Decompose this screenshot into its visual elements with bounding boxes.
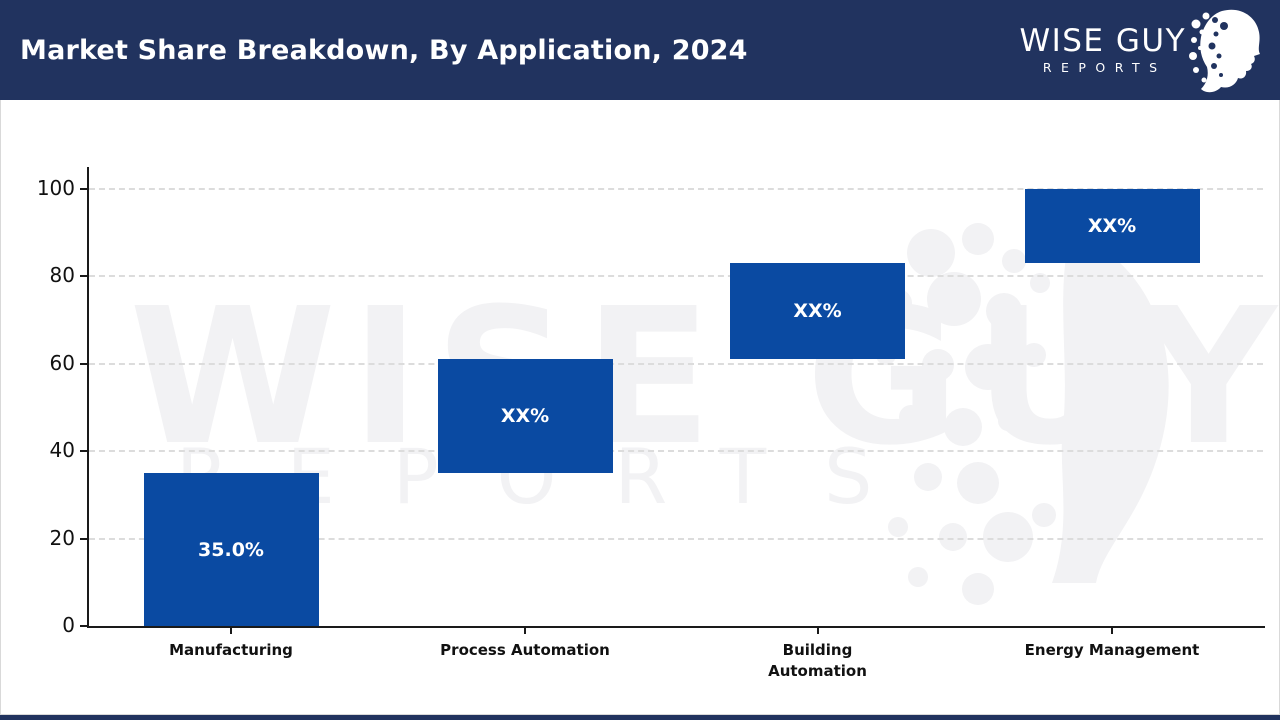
ytick-60: [80, 362, 87, 365]
gridline-y40: [89, 450, 1263, 453]
wiseguy-logo: WISE GUY REPORTS: [1019, 6, 1266, 94]
chart-panel: WISE GUY REPORTS: [0, 100, 1280, 715]
ytick-label-0: 0: [62, 613, 75, 637]
ytick-label-60: 60: [49, 350, 75, 375]
logo-text: WISE GUY REPORTS: [1019, 22, 1186, 75]
xtick-1: [524, 628, 526, 634]
bar-value-label: XX%: [1087, 215, 1137, 238]
logo-subtext: REPORTS: [1042, 59, 1167, 75]
gridline-y20: [89, 537, 1263, 540]
watermark-head-graphic: [876, 223, 1169, 605]
bar-energy-management: XX%: [1024, 189, 1200, 264]
bar-process-automation: XX%: [437, 359, 613, 474]
bar-value-label: 35.0%: [198, 538, 264, 561]
category-label-0: Manufacturing: [169, 641, 293, 659]
bar-value-label: XX%: [793, 300, 842, 323]
xtick-0: [230, 628, 232, 634]
ytick-label-20: 20: [49, 525, 75, 550]
category-label-3: Energy Management: [1024, 641, 1200, 659]
ytick-20: [80, 537, 87, 540]
x-axis-spine: [87, 626, 1265, 628]
ytick-0: [80, 625, 87, 627]
footer-bar: [0, 715, 1280, 720]
logo-wordmark: WISE GUY: [1019, 22, 1186, 59]
bar-manufacturing: 35.0%: [143, 473, 319, 626]
category-label-1: Process Automation: [440, 641, 610, 659]
header-bar: Market Share Breakdown, By Application, …: [0, 0, 1280, 100]
ytick-label-40: 40: [49, 438, 75, 463]
bar-value-label: XX%: [500, 405, 550, 428]
xtick-2: [816, 628, 819, 634]
gridline-y100: [89, 188, 1263, 190]
ytick-40: [80, 450, 87, 453]
bar-building-automation: XX%: [730, 263, 905, 360]
xtick-3: [1111, 628, 1113, 634]
ytick-label-100: 100: [36, 176, 75, 200]
gridline-y60: [89, 362, 1263, 365]
ytick-80: [80, 275, 87, 278]
gridline-y80: [89, 275, 1263, 278]
page-title: Market Share Breakdown, By Application, …: [20, 34, 748, 66]
logo-head-icon: [1189, 9, 1260, 93]
category-label-2: Building Automation: [768, 641, 867, 680]
ytick-label-80: 80: [49, 263, 75, 288]
ytick-100: [80, 188, 87, 190]
y-axis-spine: [87, 167, 89, 628]
